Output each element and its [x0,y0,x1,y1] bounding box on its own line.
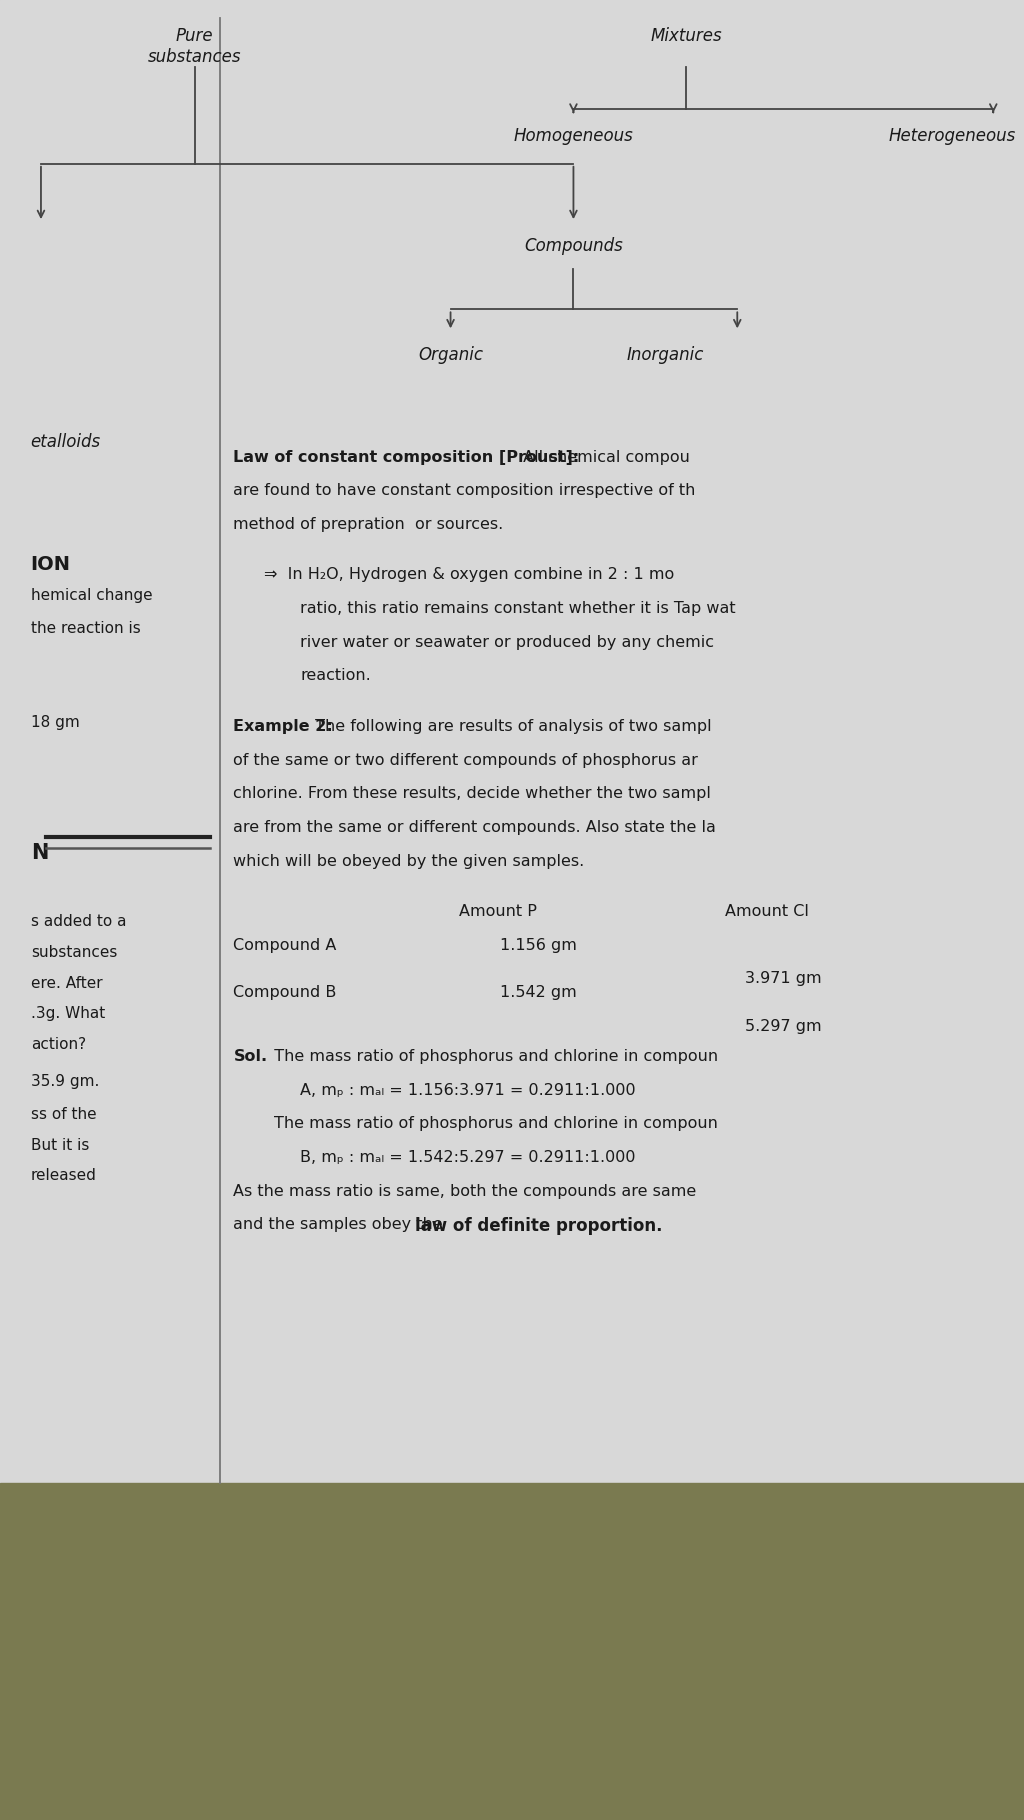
Text: Organic: Organic [418,346,483,364]
Text: Homogeneous: Homogeneous [514,127,633,146]
Text: Mixtures: Mixtures [650,27,722,46]
Text: 1.156 gm: 1.156 gm [500,937,577,952]
Text: reaction.: reaction. [300,668,371,682]
Text: As the mass ratio is same, both the compounds are same: As the mass ratio is same, both the comp… [233,1183,696,1199]
Text: and the samples obey the: and the samples obey the [233,1218,449,1232]
Text: Amount P: Amount P [459,905,537,919]
Text: A, mₚ : mₐₗ = 1.156:3.971 = 0.2911:1.000: A, mₚ : mₐₗ = 1.156:3.971 = 0.2911:1.000 [300,1083,636,1097]
Text: The mass ratio of phosphorus and chlorine in compoun: The mass ratio of phosphorus and chlorin… [274,1116,718,1132]
Text: s added to a: s added to a [31,914,126,928]
Text: of the same or two different compounds of phosphorus ar: of the same or two different compounds o… [233,752,698,768]
Text: ION: ION [31,555,71,573]
Text: the reaction is: the reaction is [31,621,140,635]
Text: ratio, this ratio remains constant whether it is Tap wat: ratio, this ratio remains constant wheth… [300,601,735,615]
Text: which will be obeyed by the given samples.: which will be obeyed by the given sample… [233,854,585,868]
Text: hemical change: hemical change [31,588,153,602]
Text: released: released [31,1168,96,1183]
Text: ere. After: ere. After [31,976,102,990]
Text: 1.542 gm: 1.542 gm [500,985,577,999]
Text: 3.971 gm: 3.971 gm [745,972,822,986]
Text: Compounds: Compounds [524,237,623,255]
Text: river water or seawater or produced by any chemic: river water or seawater or produced by a… [300,635,714,650]
Text: law of definite proportion.: law of definite proportion. [416,1218,663,1236]
Text: B, mₚ : mₐₗ = 1.542:5.297 = 0.2911:1.000: B, mₚ : mₐₗ = 1.542:5.297 = 0.2911:1.000 [300,1150,636,1165]
Text: 35.9 gm.: 35.9 gm. [31,1074,99,1088]
Text: ss of the: ss of the [31,1107,96,1121]
Text: Pure
substances: Pure substances [147,27,242,66]
Text: Example 2:: Example 2: [233,719,333,733]
Text: chlorine. From these results, decide whether the two sampl: chlorine. From these results, decide whe… [233,786,712,801]
Text: Amount Cl: Amount Cl [725,905,809,919]
Text: 5.297 gm: 5.297 gm [745,1019,822,1034]
Text: action?: action? [31,1037,86,1052]
Text: The following are results of analysis of two sampl: The following are results of analysis of… [310,719,712,733]
Text: 18 gm: 18 gm [31,715,80,730]
Text: are found to have constant composition irrespective of th: are found to have constant composition i… [233,484,696,499]
Text: etalloids: etalloids [31,433,100,451]
Text: substances: substances [31,945,117,959]
Bar [0,1483,1024,1820]
Text: Compound B: Compound B [233,985,337,999]
Text: N: N [31,843,48,863]
Text: Sol.: Sol. [233,1048,267,1065]
Bar [0,0,1024,1483]
Text: Heterogeneous: Heterogeneous [889,127,1016,146]
Text: ⇒  In H₂O, Hydrogen & oxygen combine in 2 : 1 mo: ⇒ In H₂O, Hydrogen & oxygen combine in 2… [264,568,675,582]
Text: The mass ratio of phosphorus and chlorine in compoun: The mass ratio of phosphorus and chlorin… [264,1048,718,1065]
Text: Compound A: Compound A [233,937,337,952]
Text: Inorganic: Inorganic [627,346,705,364]
Text: But it is: But it is [31,1138,89,1152]
Text: All chemical compou: All chemical compou [517,450,689,464]
Text: are from the same or different compounds. Also state the la: are from the same or different compounds… [233,819,717,835]
Text: Law of constant composition [Proust]:: Law of constant composition [Proust]: [233,450,580,464]
Text: method of prepration  or sources.: method of prepration or sources. [233,517,504,531]
Text: .3g. What: .3g. What [31,1006,105,1021]
